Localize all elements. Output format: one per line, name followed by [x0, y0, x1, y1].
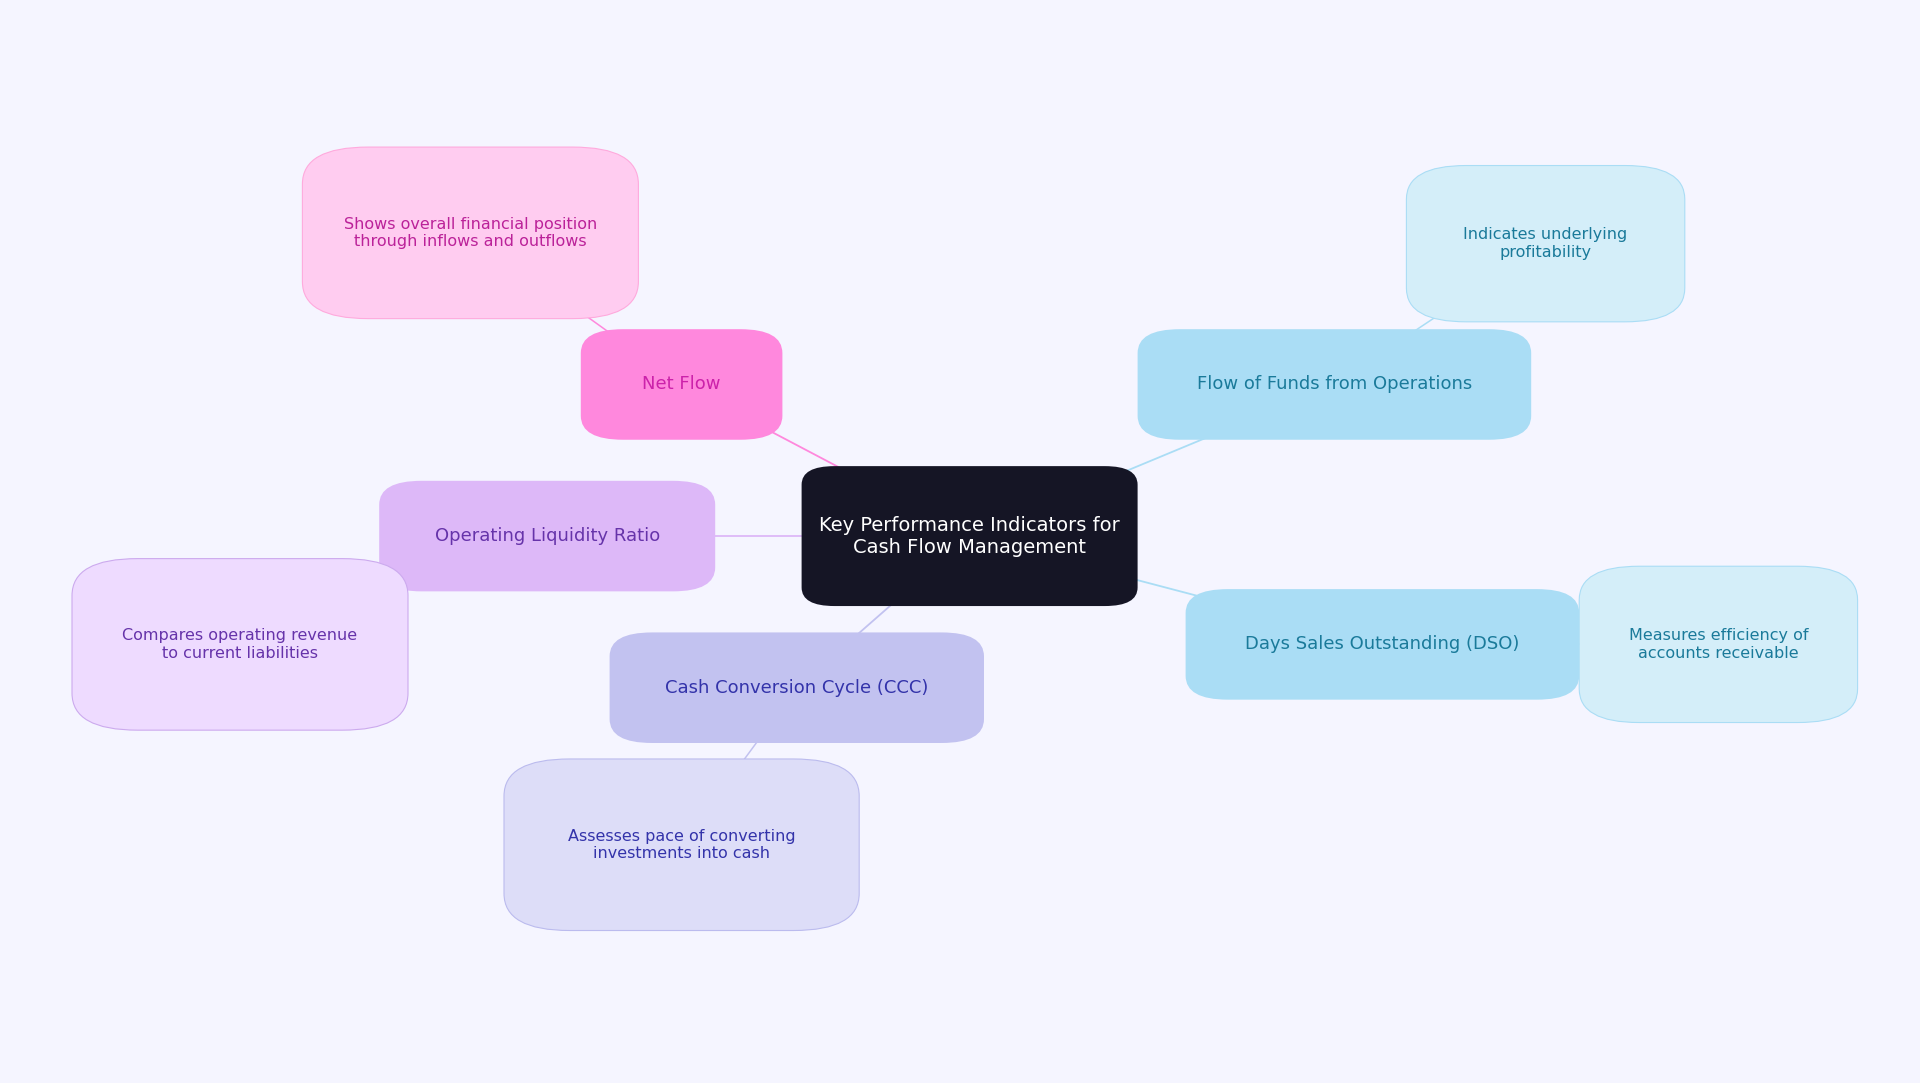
FancyBboxPatch shape [611, 632, 983, 743]
FancyBboxPatch shape [503, 759, 858, 930]
FancyBboxPatch shape [378, 481, 714, 591]
FancyBboxPatch shape [1137, 329, 1530, 440]
Text: Key Performance Indicators for
Cash Flow Management: Key Performance Indicators for Cash Flow… [820, 516, 1119, 557]
Text: Net Flow: Net Flow [643, 376, 720, 393]
Text: Days Sales Outstanding (DSO): Days Sales Outstanding (DSO) [1246, 636, 1519, 653]
Text: Operating Liquidity Ratio: Operating Liquidity Ratio [434, 527, 660, 545]
FancyBboxPatch shape [1185, 589, 1578, 700]
Text: Measures efficiency of
accounts receivable: Measures efficiency of accounts receivab… [1628, 628, 1809, 661]
FancyBboxPatch shape [1578, 566, 1859, 722]
Text: Compares operating revenue
to current liabilities: Compares operating revenue to current li… [123, 628, 357, 661]
FancyBboxPatch shape [801, 466, 1137, 606]
Text: Assesses pace of converting
investments into cash: Assesses pace of converting investments … [568, 828, 795, 861]
Text: Indicates underlying
profitability: Indicates underlying profitability [1463, 227, 1628, 260]
Text: Cash Conversion Cycle (CCC): Cash Conversion Cycle (CCC) [664, 679, 929, 696]
FancyBboxPatch shape [73, 559, 407, 730]
FancyBboxPatch shape [301, 147, 637, 318]
FancyBboxPatch shape [1405, 166, 1686, 322]
Text: Shows overall financial position
through inflows and outflows: Shows overall financial position through… [344, 217, 597, 249]
Text: Flow of Funds from Operations: Flow of Funds from Operations [1196, 376, 1473, 393]
FancyBboxPatch shape [580, 329, 783, 440]
